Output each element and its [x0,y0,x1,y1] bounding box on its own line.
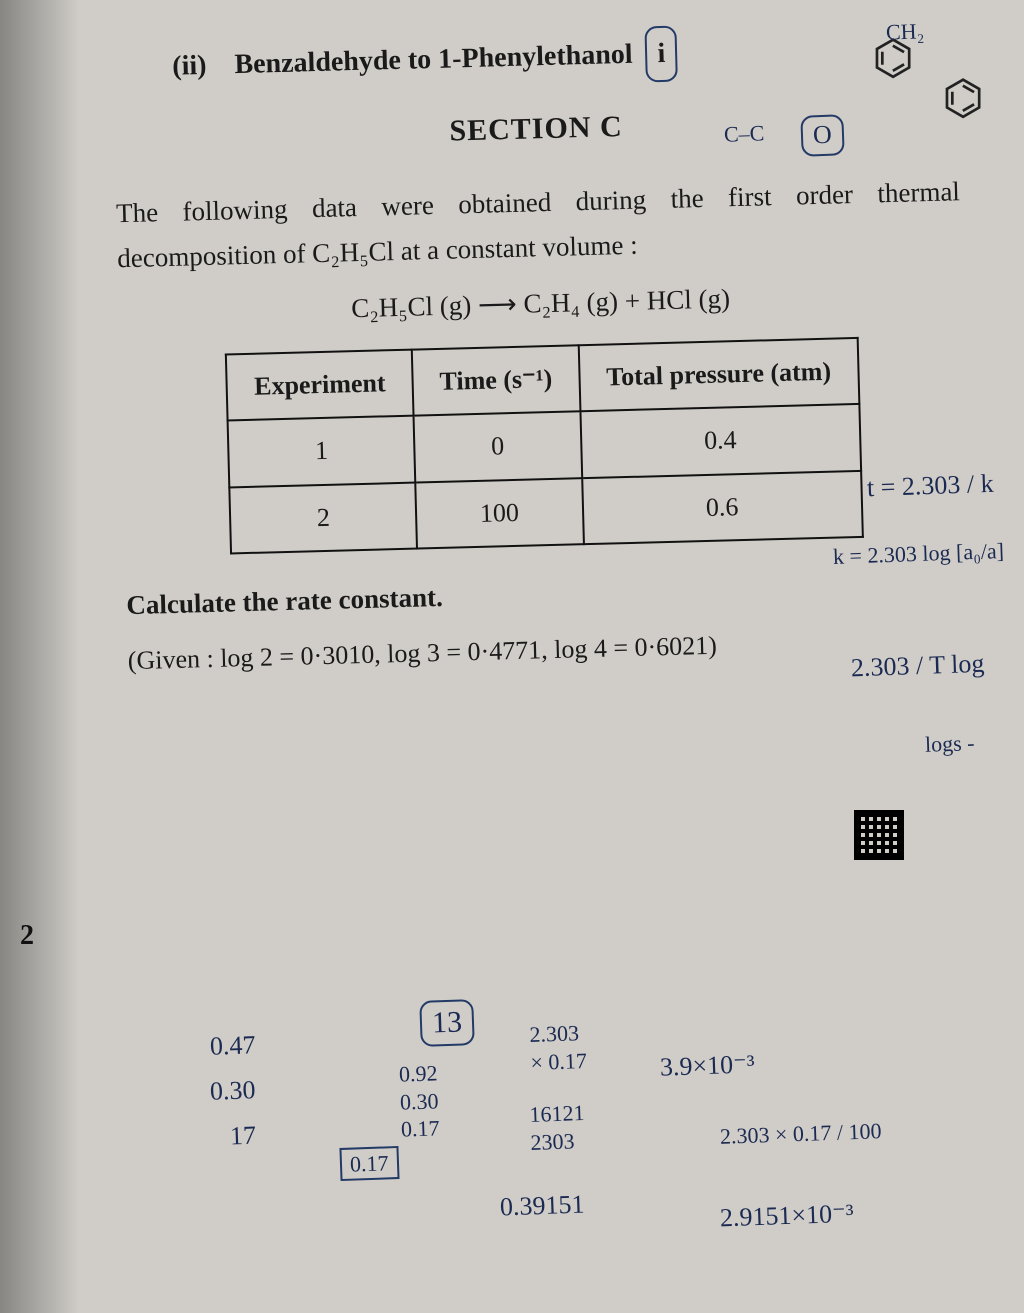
handwriting-calc: 0.47 [209,1029,256,1063]
handwriting-ans: 0.39151 [499,1189,585,1224]
data-table: Experiment Time (s⁻¹) Total pressure (at… [225,337,863,554]
col-experiment: Experiment [226,350,413,421]
handwriting-annot: C–C [723,119,764,148]
handwriting-long: 16121 2303 [529,1099,586,1156]
handwriting-text: logs - [924,729,974,758]
cell: 0 [413,412,581,483]
margin-number: 2 [20,920,34,952]
given-line: (Given : log 2 = 0·3010, log 3 = 0·4771,… [127,617,972,683]
cell: 0.6 [582,471,862,544]
handwriting-calc: 0.30 [209,1074,256,1108]
question-intro: The following data were obtained during … [116,169,962,283]
annotation-circle-i: i [645,26,678,82]
calculate-line: Calculate the rate constant. [126,561,971,629]
handwriting-ans: 2.9151×10⁻³ [719,1198,854,1235]
handwriting-formula: t = 2.303 / k [867,468,995,505]
handwriting-boxed: 0.17 [340,1149,399,1179]
reaction-equation: C₂H₅Cl (g) ⟶ C₂H₄ (g) + HCl (g) [118,271,963,339]
handwriting-circle-o: O [801,114,845,156]
cell: 1 [228,416,415,487]
handwriting-scratch: 0.92 0.30 0.17 [399,1059,440,1143]
handwriting-calc: 17 [229,1120,256,1153]
subitem-text: Benzaldehyde to 1-Phenylethanol [234,39,633,80]
handwriting-ans: 3.9×10⁻³ [659,1048,755,1084]
cell: 2 [230,482,417,553]
cell: 100 [415,478,583,549]
subitem-label: (ii) [172,50,207,82]
handwriting-boxed-13: 13 [419,999,475,1046]
subitem-line: (ii) Benzaldehyde to 1-Phenylethanol i [112,18,957,96]
handwriting-annot: CH₂ [885,17,924,46]
benzene-ring-icon: ⌬ [942,70,984,126]
cell: 0.4 [580,404,860,477]
col-time: Time (s⁻¹) [412,346,580,417]
handwriting-mult: 2.303 × 0.17 [529,1019,587,1076]
exam-page: (ii) Benzaldehyde to 1-Phenylethanol i S… [0,0,1024,726]
handwriting-ans: 2.303 × 0.17 / 100 [720,1117,882,1150]
col-pressure: Total pressure (atm) [578,338,858,411]
qr-code-icon [854,810,904,860]
handwriting-formula: 2.303 / T log [850,648,984,685]
